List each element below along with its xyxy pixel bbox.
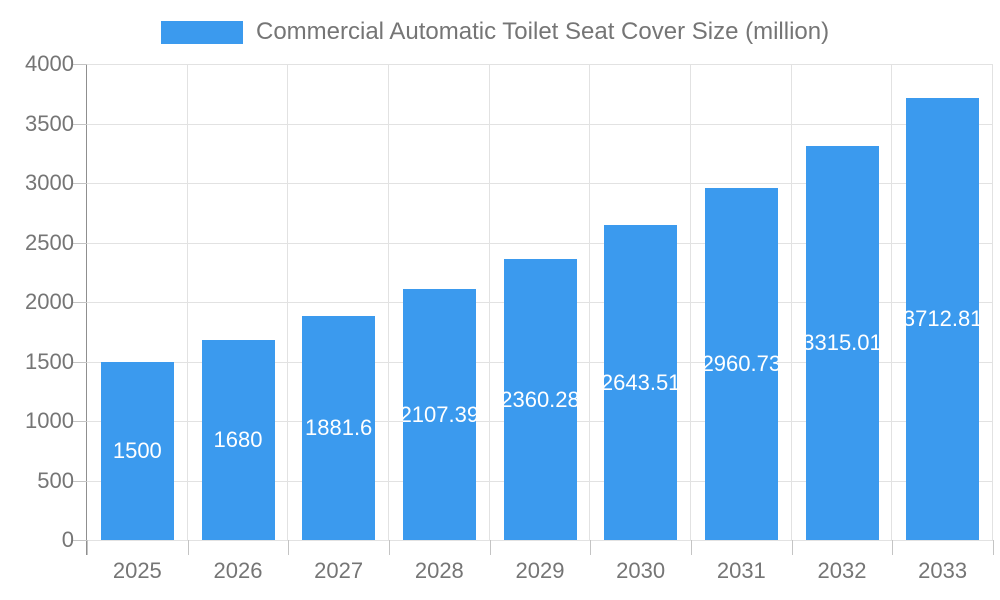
x-axis-label: 2031 (716, 558, 766, 583)
x-axis-label: 2026 (213, 558, 263, 583)
bar-value-label: 3315.01 (805, 329, 879, 355)
y-axis-label: 0 (61, 527, 74, 552)
y-gridline (87, 123, 993, 125)
y-axis-tick (72, 480, 87, 482)
y-axis-tick (72, 183, 87, 184)
bar-value-label: 1500 (112, 437, 162, 463)
bar-value-label: 2960.73 (704, 350, 778, 376)
bar: 2107.39 (402, 289, 476, 540)
y-axis-tick (72, 361, 87, 363)
bar: 2360.28 (503, 259, 577, 540)
x-axis-tick (791, 540, 793, 555)
x-axis-label: 2028 (414, 558, 464, 583)
bar: 3712.81 (906, 98, 980, 540)
y-axis-label: 500 (37, 467, 74, 493)
x-axis-label: 2025 (112, 558, 162, 583)
y-axis-tick (72, 242, 87, 244)
x-axis-tick (590, 540, 592, 555)
y-axis-label: 3000 (25, 170, 74, 195)
x-axis-tick (187, 540, 189, 555)
y-axis-tick (72, 64, 87, 65)
chart-legend: Commercial Automatic Toilet Seat Cover S… (161, 17, 829, 47)
bar-value-label: 2360.28 (503, 386, 577, 412)
x-axis-tick (489, 540, 491, 555)
x-gridline (992, 64, 993, 540)
bar-value-label: 2107.39 (402, 401, 476, 427)
y-axis-tick (72, 540, 87, 541)
y-gridline (87, 242, 993, 244)
x-axis-label: 2032 (817, 558, 867, 583)
x-axis-tick (892, 540, 894, 555)
bar: 1680 (201, 340, 275, 540)
x-axis-tick (87, 540, 88, 555)
x-axis-label: 2033 (918, 558, 968, 583)
y-axis-tick (72, 421, 87, 422)
legend-swatch (161, 20, 243, 44)
y-axis-label: 2500 (25, 229, 74, 255)
bar: 2960.73 (704, 187, 778, 540)
x-axis-label: 2029 (515, 558, 565, 583)
x-axis-tick (993, 540, 994, 555)
x-axis-tick (389, 540, 390, 555)
bar-value-label: 1680 (213, 427, 263, 453)
x-axis-label: 2030 (616, 558, 666, 583)
bar: 2643.51 (604, 225, 678, 540)
bar: 1500 (100, 361, 174, 540)
x-gridline (488, 64, 490, 540)
y-axis-line (86, 64, 87, 555)
y-axis-label: 3500 (25, 110, 74, 136)
y-gridline (87, 183, 993, 184)
y-axis-tick (72, 302, 87, 303)
x-gridline (186, 64, 188, 540)
y-axis-label: 4000 (25, 51, 74, 76)
bar-value-label: 1881.6 (305, 415, 373, 441)
y-gridline (87, 540, 993, 541)
y-axis-tick (72, 123, 87, 125)
x-gridline (388, 64, 389, 540)
y-axis-label: 1500 (25, 348, 74, 374)
y-gridline (87, 64, 993, 65)
x-axis-label: 2027 (314, 558, 364, 583)
x-gridline (690, 64, 691, 540)
x-axis-tick (691, 540, 692, 555)
chart-title: Commercial Automatic Toilet Seat Cover S… (256, 18, 830, 45)
x-axis-tick (288, 540, 290, 555)
x-gridline (891, 64, 893, 540)
y-axis-label: 2000 (25, 289, 74, 314)
x-gridline (790, 64, 792, 540)
bar: 1881.6 (302, 316, 376, 540)
x-gridline (287, 64, 289, 540)
bar: 3315.01 (805, 145, 879, 540)
bar-value-label: 2643.51 (604, 369, 678, 395)
x-gridline (589, 64, 591, 540)
bar-value-label: 3712.81 (906, 306, 980, 332)
y-axis-label: 1000 (25, 408, 74, 433)
